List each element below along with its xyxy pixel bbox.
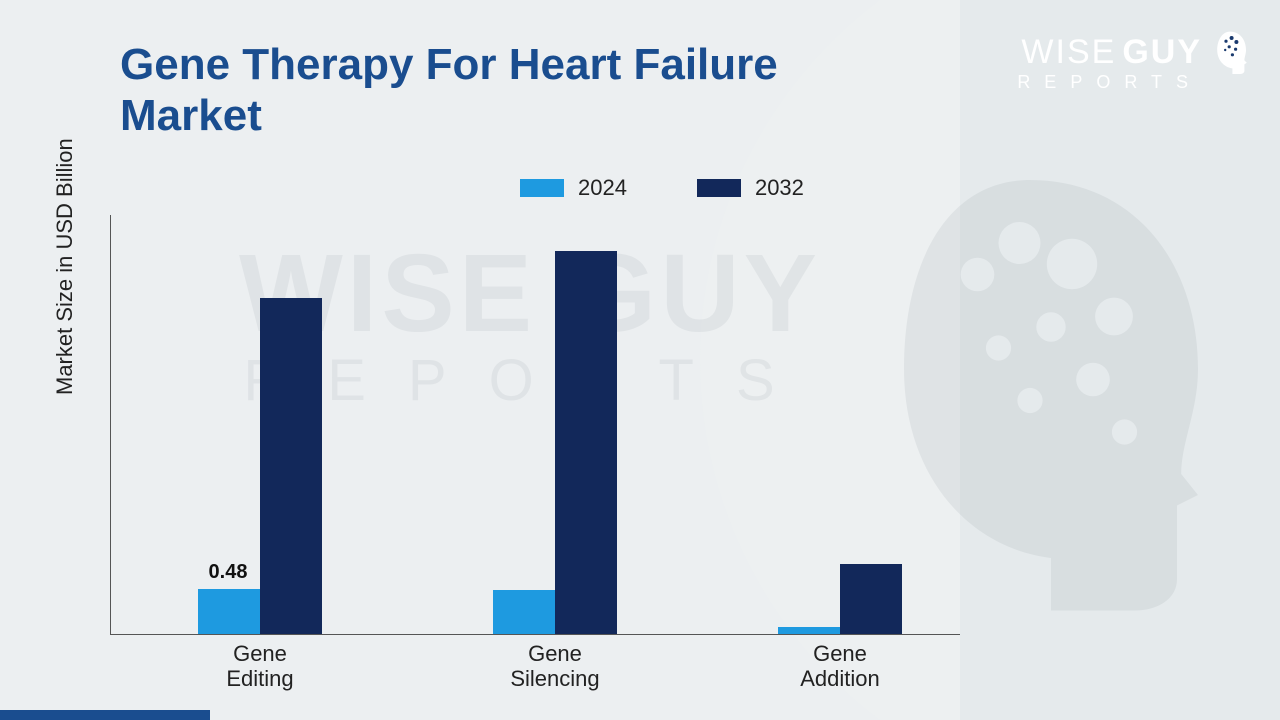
brand-logo-wise: WISE: [1021, 33, 1116, 72]
legend-label-2024: 2024: [578, 175, 627, 201]
brand-logo: WISE GUY REPORTS: [982, 30, 1252, 93]
right-accent-panel: [960, 0, 1280, 720]
y-axis-label: Market Size in USD Billion: [52, 138, 78, 395]
chart-plot-area: 0.48GeneEditingGeneSilencingGeneAddition: [110, 215, 960, 635]
bar-2024-addition: [778, 627, 840, 634]
chart-title: Gene Therapy For Heart Failure Market: [120, 40, 840, 141]
bar-2032-editing: [260, 298, 322, 634]
brand-head-icon: [1208, 30, 1252, 74]
category-label-addition: GeneAddition: [750, 635, 930, 692]
legend-item-2032: 2032: [697, 175, 804, 201]
bar-2024-silencing: [493, 590, 555, 634]
bar-2032-silencing: [555, 251, 617, 634]
brand-logo-line2: REPORTS: [982, 72, 1252, 93]
bar-2024-editing: [198, 589, 260, 634]
category-label-silencing: GeneSilencing: [465, 635, 645, 692]
category-label-editing: GeneEditing: [170, 635, 350, 692]
legend-item-2024: 2024: [520, 175, 627, 201]
brand-logo-guy: GUY: [1122, 33, 1202, 72]
chart-canvas: WISE GUY REPORTS Gene Therapy For Heart …: [0, 0, 1280, 720]
brand-logo-line1: WISE GUY: [982, 30, 1252, 74]
bar-value-label-editing: 0.48: [188, 561, 268, 584]
legend-label-2032: 2032: [755, 175, 804, 201]
legend-swatch-2024: [520, 179, 564, 197]
y-axis-line: [110, 215, 111, 635]
chart-legend: 2024 2032: [520, 175, 804, 201]
bar-2032-addition: [840, 564, 902, 634]
bottom-accent-bar: [0, 710, 210, 720]
legend-swatch-2032: [697, 179, 741, 197]
